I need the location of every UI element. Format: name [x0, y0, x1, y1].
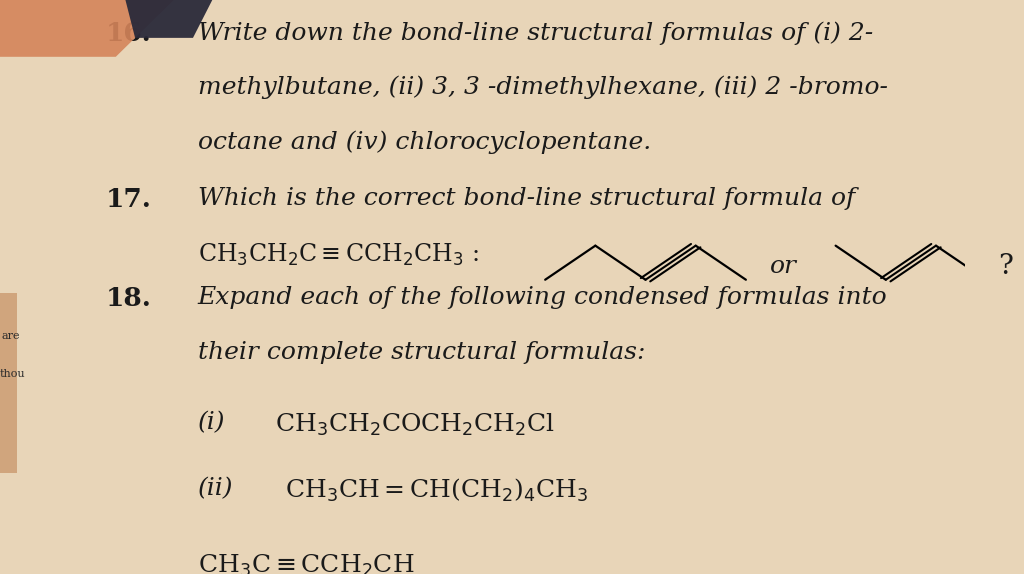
Text: octane and (iv) chlorocyclopentane.: octane and (iv) chlorocyclopentane. [198, 130, 651, 154]
Text: Which is the correct bond-line structural formula of: Which is the correct bond-line structura… [198, 187, 855, 210]
Text: their complete structural formulas:: their complete structural formulas: [198, 341, 645, 364]
Text: Write down the bond-line structural formulas of (i) 2-: Write down the bond-line structural form… [198, 21, 873, 45]
Text: CH$_3$CH$_2$COCH$_2$CH$_2$Cl: CH$_3$CH$_2$COCH$_2$CH$_2$Cl [275, 412, 555, 438]
Text: or: or [770, 255, 797, 278]
Text: ?: ? [997, 253, 1013, 280]
Text: methylbutane, (ii) 3, 3 -dimethylhexane, (iii) 2 -bromo-: methylbutane, (ii) 3, 3 -dimethylhexane,… [198, 76, 888, 99]
Text: thou: thou [0, 369, 26, 379]
Text: CH$_3$CH$_2$C$\equiv$CCH$_2$CH$_3$ :: CH$_3$CH$_2$C$\equiv$CCH$_2$CH$_3$ : [198, 242, 478, 267]
Text: 17.: 17. [106, 187, 152, 212]
Text: are: are [2, 331, 20, 342]
Text: CH$_3$C$\equiv$CCH$_2$CH: CH$_3$C$\equiv$CCH$_2$CH [198, 553, 415, 574]
Text: 18.: 18. [106, 286, 152, 311]
Text: (ii): (ii) [198, 477, 233, 500]
Polygon shape [125, 0, 212, 38]
Text: CH$_3$CH$=$CH(CH$_2$)$_4$CH$_3$: CH$_3$CH$=$CH(CH$_2$)$_4$CH$_3$ [285, 477, 588, 504]
Text: (i): (i) [198, 412, 225, 435]
Polygon shape [0, 0, 174, 57]
Text: 16.: 16. [106, 21, 152, 46]
Bar [0, 293, 17, 474]
Text: Expand each of the following condensed formulas into: Expand each of the following condensed f… [198, 286, 888, 309]
